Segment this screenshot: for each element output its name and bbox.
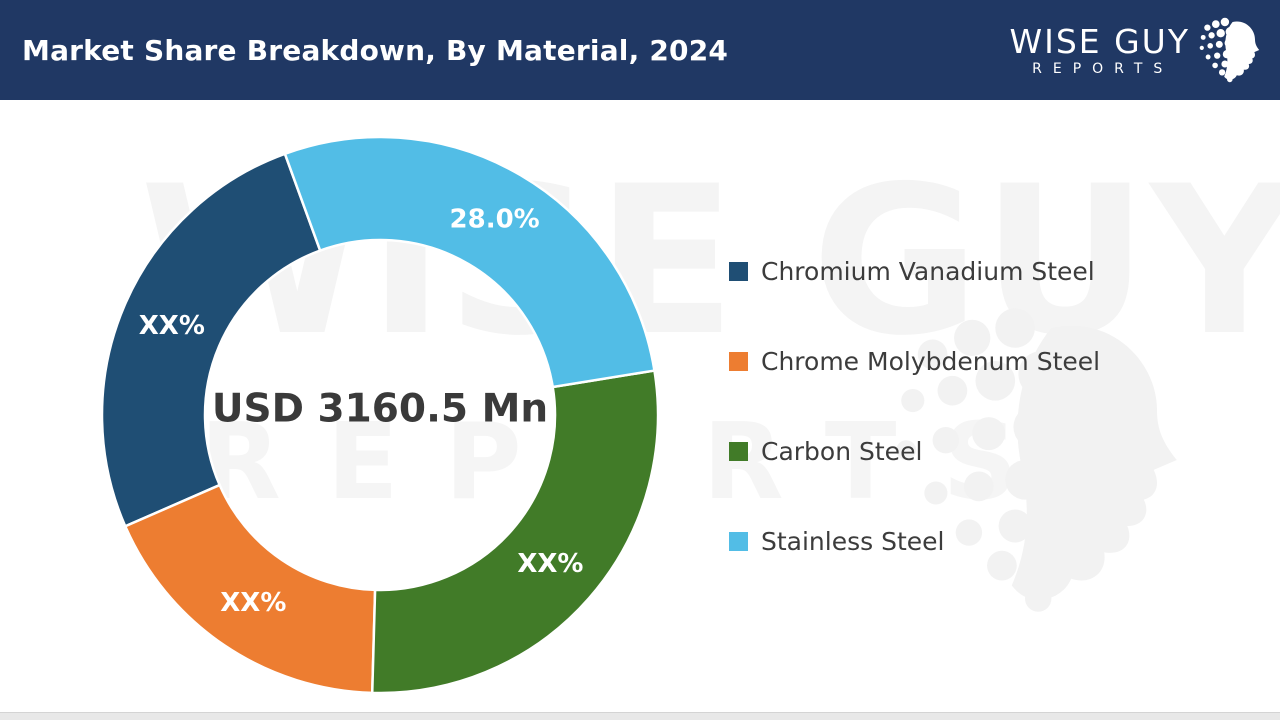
header-bar: Market Share Breakdown, By Material, 202…: [0, 0, 1280, 100]
logo-text: WISE GUY REPORTS: [1009, 25, 1190, 76]
legend-swatch-icon: [729, 441, 748, 461]
donut-slice-chrome-molybdenum-steel: [124, 483, 377, 695]
slice-label: XX%: [139, 311, 205, 341]
legend-item-stainless-steel: Stainless Steel: [729, 526, 1100, 556]
slice-label: XX%: [220, 588, 286, 618]
donut-slice-stainless-steel: [283, 135, 656, 389]
logo-subtitle: REPORTS: [1032, 60, 1174, 77]
wise-guy-logo: WISE GUY REPORTS: [1009, 12, 1280, 88]
legend-label: Stainless Steel: [761, 526, 945, 556]
chart-legend: Chromium Vanadium Steel Chrome Molybdenum…: [729, 256, 1101, 556]
logo-face-icon: [1199, 17, 1260, 83]
legend-swatch-icon: [729, 261, 748, 281]
legend-swatch-icon: [729, 351, 748, 371]
legend-label: Chrome Molybdenum Steel: [761, 346, 1101, 376]
donut-slice-chromium-vanadium-steel: [100, 152, 322, 528]
slice-label: XX%: [517, 549, 583, 579]
donut-chart: XX% XX% XX% 28.0% USD 3160.5 Mn: [100, 135, 660, 695]
legend-label: Chromium Vanadium Steel: [761, 256, 1095, 286]
page-title: Market Share Breakdown, By Material, 202…: [22, 33, 729, 67]
footer-strip: [0, 712, 1280, 720]
legend-label: Carbon Steel: [761, 436, 923, 466]
legend-item-chrome-molybdenum-steel: Chrome Molybdenum Steel: [729, 346, 1101, 376]
logo-wordmark: WISE GUY: [1009, 21, 1190, 61]
donut-center-value: USD 3160.5 Mn: [212, 387, 548, 432]
legend-item-carbon-steel: Carbon Steel: [729, 436, 1100, 466]
donut-slice-carbon-steel: [370, 369, 660, 695]
legend-swatch-icon: [729, 531, 748, 551]
slice-label: 28.0%: [450, 205, 540, 235]
legend-item-chromium-vanadium-steel: Chromium Vanadium Steel: [729, 256, 1100, 286]
